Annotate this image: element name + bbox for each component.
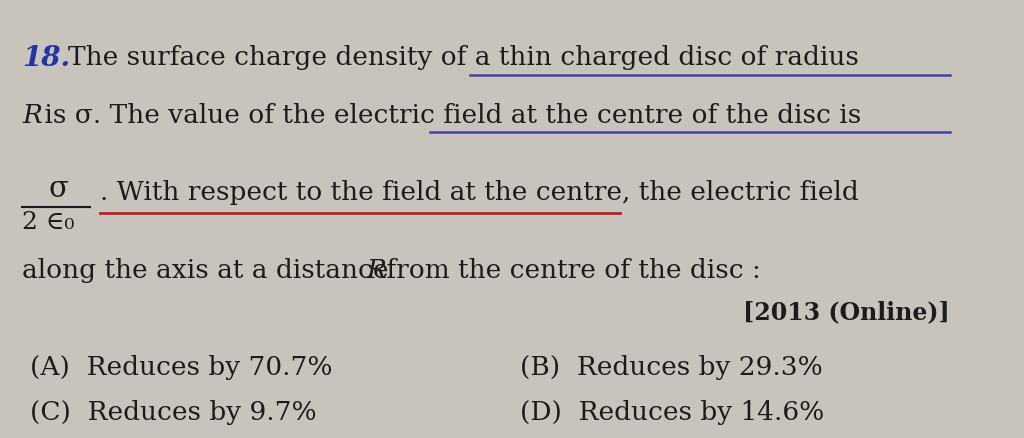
Text: R: R <box>366 258 386 283</box>
Text: . With respect to the field at the centre, the electric field: . With respect to the field at the centr… <box>100 180 859 205</box>
Text: 2 ∈₀: 2 ∈₀ <box>22 211 75 234</box>
Text: from the centre of the disc :: from the centre of the disc : <box>378 258 761 283</box>
Text: (D)  Reduces by 14.6%: (D) Reduces by 14.6% <box>520 400 824 425</box>
Text: (B)  Reduces by 29.3%: (B) Reduces by 29.3% <box>520 355 822 380</box>
Text: The surface charge density of a thin charged disc of radius: The surface charge density of a thin cha… <box>68 45 859 70</box>
Text: 18.: 18. <box>22 45 70 72</box>
Text: along the axis at a distance: along the axis at a distance <box>22 258 397 283</box>
Text: [2013 (Online)]: [2013 (Online)] <box>743 300 950 324</box>
Text: (A)  Reduces by 70.7%: (A) Reduces by 70.7% <box>30 355 333 380</box>
Text: R: R <box>22 103 42 128</box>
Text: (C)  Reduces by 9.7%: (C) Reduces by 9.7% <box>30 400 316 425</box>
Text: is σ. The value of the electric field at the centre of the disc is: is σ. The value of the electric field at… <box>36 103 861 128</box>
Text: σ: σ <box>48 175 68 203</box>
